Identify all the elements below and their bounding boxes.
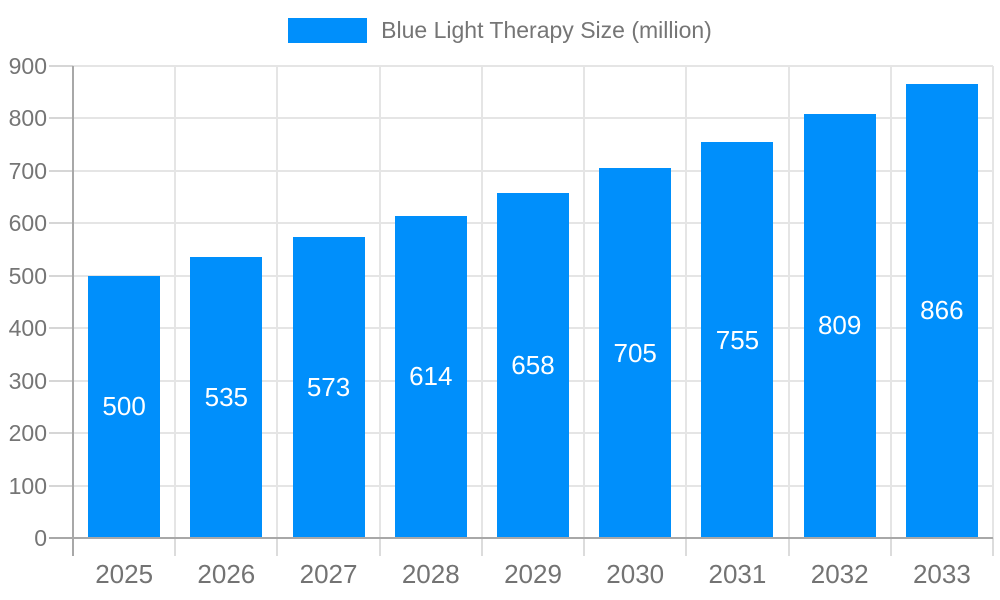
x-axis-tick-label: 2027 (299, 559, 358, 589)
y-gridline (73, 65, 993, 67)
y-axis-tick (49, 274, 73, 277)
x-gridline (378, 66, 381, 538)
x-gridline (992, 66, 994, 538)
bar-2025[interactable]: 500 (88, 275, 161, 538)
bar-value-label: 658 (511, 349, 555, 380)
bar-value-label: 535 (204, 382, 249, 413)
y-axis-tick-label: 600 (8, 210, 47, 237)
y-axis-tick (49, 169, 73, 172)
bar-value-label: 755 (715, 324, 760, 355)
x-gridline (583, 66, 586, 538)
y-axis-tick (49, 327, 73, 330)
x-axis-tick-label: 2026 (197, 559, 256, 589)
x-axis-tick (583, 538, 586, 556)
x-gridline (276, 66, 279, 538)
bar-2030[interactable]: 705 (599, 168, 672, 538)
x-axis-tick (378, 538, 381, 556)
y-axis-tick-label: 800 (8, 105, 47, 132)
x-axis-tick (174, 538, 177, 556)
y-axis-tick (49, 117, 73, 120)
bar-value-label: 705 (613, 337, 657, 368)
y-axis-tick (49, 432, 73, 435)
y-gridline (73, 117, 993, 120)
y-axis-tick-label: 700 (8, 157, 47, 184)
x-gridline (174, 66, 177, 538)
bar-value-label: 500 (102, 391, 146, 422)
y-axis-tick (49, 65, 73, 67)
y-axis-tick (49, 222, 73, 225)
x-axis-tick-label: 2028 (401, 559, 460, 589)
y-axis-tick-label: 300 (8, 367, 47, 394)
legend[interactable]: Blue Light Therapy Size (million) (0, 15, 1000, 45)
x-axis-tick-label: 2031 (708, 559, 767, 589)
y-axis-tick-label: 100 (8, 472, 47, 499)
bar-2032[interactable]: 809 (803, 113, 876, 538)
x-axis-tick (685, 538, 688, 556)
bar-value-label: 573 (306, 372, 351, 403)
bar-2031[interactable]: 755 (701, 142, 774, 538)
x-axis-tick (276, 538, 279, 556)
x-axis-tick-label: 2030 (606, 559, 665, 589)
bar-2033[interactable]: 866 (905, 83, 978, 538)
bar-value-label: 809 (817, 310, 862, 341)
legend-label: Blue Light Therapy Size (million) (381, 16, 712, 43)
bar-2028[interactable]: 614 (394, 215, 467, 538)
y-axis-tick (49, 484, 73, 487)
y-axis-tick-label: 500 (8, 262, 47, 289)
x-axis-line (49, 537, 993, 539)
y-axis-tick-label: 900 (8, 53, 47, 79)
x-axis-tick-label: 2025 (95, 559, 154, 589)
y-axis-tick-label: 400 (8, 315, 47, 342)
x-axis-tick (992, 538, 994, 556)
x-axis-tick-label: 2032 (810, 559, 869, 589)
bar-2026[interactable]: 535 (190, 257, 263, 538)
y-axis-line (72, 66, 74, 556)
x-axis-tick-label: 2033 (912, 559, 971, 589)
y-gridline (73, 169, 993, 172)
x-axis-tick-label: 2029 (504, 559, 562, 589)
y-axis-tick-label: 0 (34, 525, 47, 551)
y-axis-tick-label: 200 (8, 420, 47, 447)
legend-swatch (288, 17, 368, 43)
x-gridline (889, 66, 892, 538)
x-axis-tick (787, 538, 790, 556)
x-gridline (480, 66, 483, 538)
bar-2029[interactable]: 658 (497, 192, 569, 538)
x-gridline (787, 66, 790, 538)
bar-value-label: 866 (920, 295, 964, 326)
x-axis-tick (889, 538, 892, 556)
bar-value-label: 614 (409, 361, 453, 392)
bar-2027[interactable]: 573 (292, 237, 365, 538)
x-gridline (685, 66, 688, 538)
y-axis-tick (49, 379, 73, 382)
x-axis-tick (480, 538, 483, 556)
